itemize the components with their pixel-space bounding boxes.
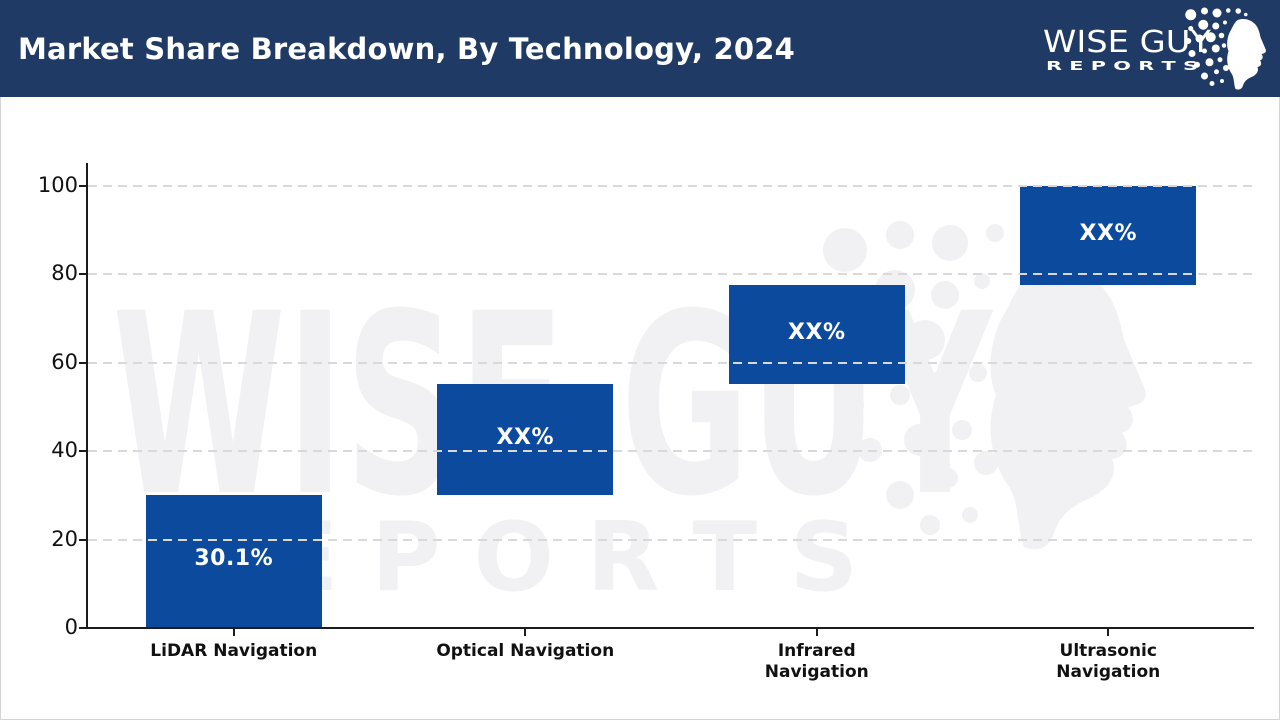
chart-title: Market Share Breakdown, By Technology, 2… xyxy=(18,31,796,66)
logo-sub-text: R E P O R T S xyxy=(1046,58,1198,73)
logo-brand-text: WISE GUY xyxy=(1043,25,1212,60)
watermark-sub-text: R E P O R T S xyxy=(168,503,858,613)
wiseguy-logo: WISE GUY R E P O R T S xyxy=(1043,7,1266,90)
watermark: WISE GUY R E P O R T S xyxy=(112,221,1146,613)
header-bar: Market Share Breakdown, By Technology, 2… xyxy=(0,0,1280,97)
